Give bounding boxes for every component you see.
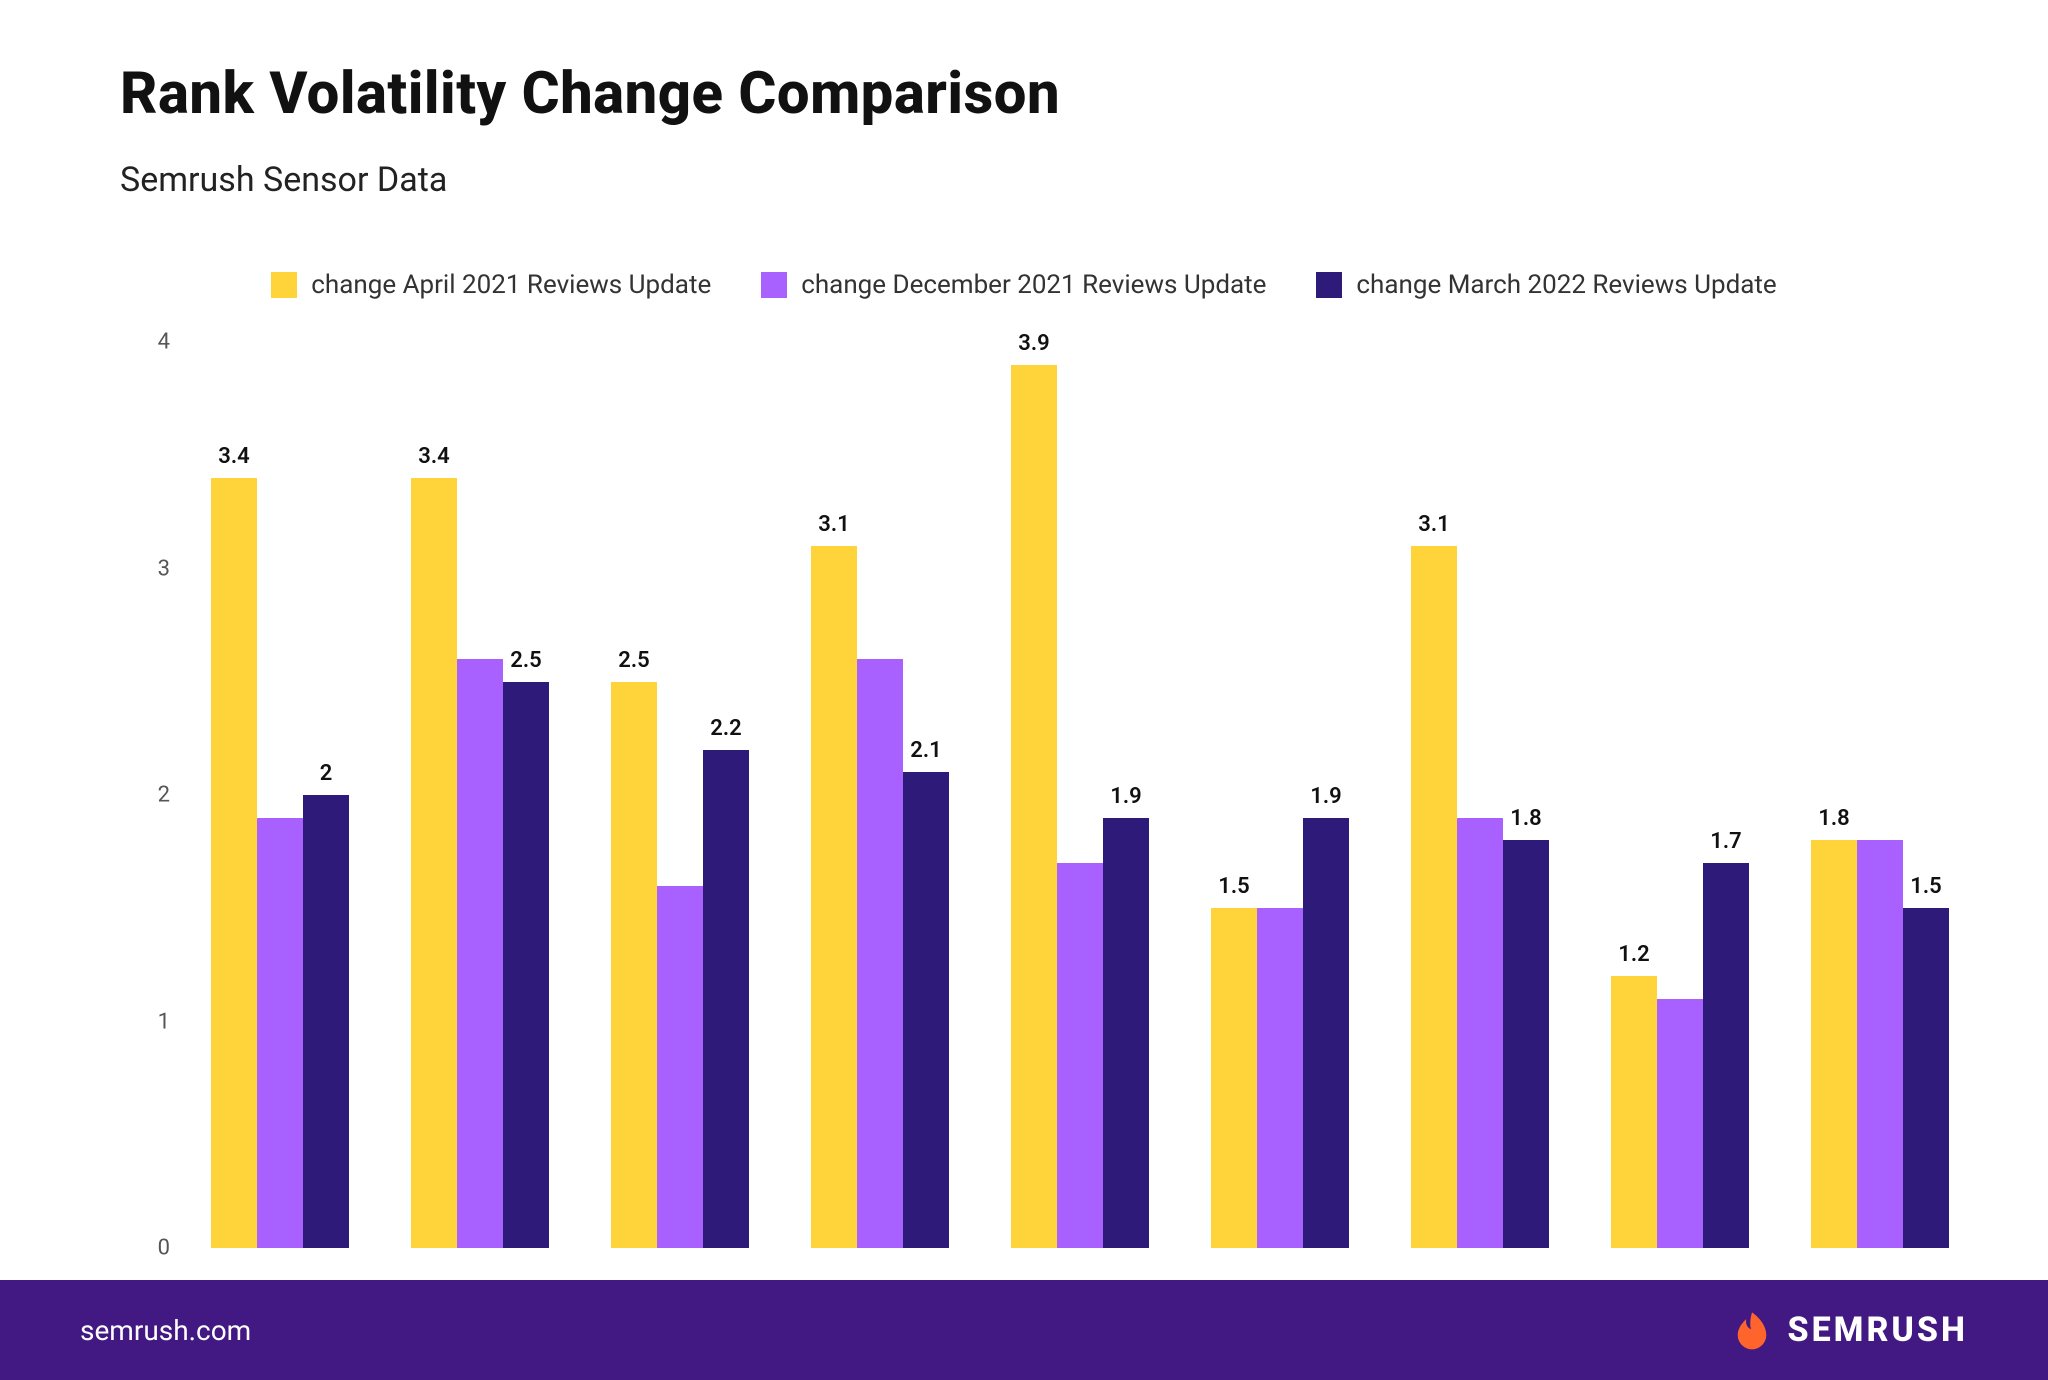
bar-value-label: 2.1	[910, 738, 941, 763]
bar-value-label: 1.9	[1310, 784, 1341, 809]
legend-item-1: change December 2021 Reviews Update	[761, 270, 1266, 300]
bar-group: 1.8 1.5	[1811, 342, 1949, 1248]
bar-series-0: 1.5	[1211, 908, 1257, 1248]
bar-series-0: 2.5	[611, 682, 657, 1248]
footer: semrush.com SEMRUSH	[0, 1280, 2048, 1380]
bar-value-label: 1.7	[1710, 829, 1741, 854]
bar-value-label: 1.8	[1818, 806, 1849, 831]
bar-series-2: 1.7	[1703, 863, 1749, 1248]
legend-label-1: change December 2021 Reviews Update	[801, 270, 1266, 300]
legend-swatch-2	[1316, 272, 1342, 298]
legend-label-2: change March 2022 Reviews Update	[1356, 270, 1776, 300]
bar-group: 3.1 2.1	[811, 342, 949, 1248]
bar-series-1	[257, 818, 303, 1248]
bar-value-label: 1.5	[1910, 874, 1941, 899]
bar-series-1	[457, 659, 503, 1248]
ytick-label: 0	[120, 1236, 170, 1261]
bar-group: 3.42	[211, 342, 349, 1248]
legend-swatch-1	[761, 272, 787, 298]
semrush-flame-icon	[1731, 1309, 1773, 1351]
bar-value-label: 3.1	[818, 512, 849, 537]
bar-group: 2.5 2.2	[611, 342, 749, 1248]
bar-value-label: 1.2	[1618, 942, 1649, 967]
bar-value-label: 3.4	[218, 444, 249, 469]
legend-item-2: change March 2022 Reviews Update	[1316, 270, 1776, 300]
bar-series-0: 1.2	[1611, 976, 1657, 1248]
bar-group: 3.9 1.9	[1011, 342, 1149, 1248]
brand: SEMRUSH	[1731, 1309, 1968, 1351]
bar-value-label: 1.8	[1510, 806, 1541, 831]
bar-value-label: 3.1	[1418, 512, 1449, 537]
bar-series-2: 2.2	[703, 750, 749, 1248]
bar-series-2: 1.5	[1903, 908, 1949, 1248]
bar-series-1	[1057, 863, 1103, 1248]
chart: 01234 3.423.42.52.52.23.12.13.91.91.51.9…	[120, 330, 1980, 1260]
brand-text: SEMRUSH	[1787, 1310, 1968, 1350]
page: Rank Volatility Change Comparison Semrus…	[0, 0, 2048, 1380]
bar-series-2: 2	[303, 795, 349, 1248]
bar-series-0: 3.1	[811, 546, 857, 1248]
bar-series-0: 3.9	[1011, 365, 1057, 1248]
legend: change April 2021 Reviews Update change …	[0, 270, 2048, 300]
bar-series-0: 3.4	[211, 478, 257, 1248]
bar-value-label: 2.5	[510, 648, 541, 673]
bar-series-2: 1.8	[1503, 840, 1549, 1248]
bar-series-0: 3.1	[1411, 546, 1457, 1248]
bar-group: 3.4 2.5	[411, 342, 549, 1248]
bar-value-label: 2	[320, 761, 333, 786]
bar-value-label: 1.9	[1110, 784, 1141, 809]
bar-series-2: 1.9	[1303, 818, 1349, 1248]
bar-group: 3.1 1.8	[1411, 342, 1549, 1248]
legend-label-0: change April 2021 Reviews Update	[311, 270, 711, 300]
bar-series-0: 3.4	[411, 478, 457, 1248]
bar-group: 1.2 1.7	[1611, 342, 1749, 1248]
ytick-label: 2	[120, 783, 170, 808]
ytick-label: 4	[120, 330, 170, 355]
bar-value-label: 1.5	[1218, 874, 1249, 899]
bar-series-2: 1.9	[1103, 818, 1149, 1248]
bar-group: 1.5 1.9	[1211, 342, 1349, 1248]
bar-value-label: 3.9	[1018, 331, 1049, 356]
bar-series-0: 1.8	[1811, 840, 1857, 1248]
chart-subtitle: Semrush Sensor Data	[120, 160, 447, 200]
bar-series-1	[1257, 908, 1303, 1248]
bar-series-1	[1857, 840, 1903, 1248]
bar-value-label: 2.5	[618, 648, 649, 673]
bar-series-1	[1457, 818, 1503, 1248]
bar-value-label: 2.2	[710, 716, 741, 741]
bar-series-1	[1657, 999, 1703, 1248]
bar-series-1	[857, 659, 903, 1248]
legend-swatch-0	[271, 272, 297, 298]
bar-value-label: 3.4	[418, 444, 449, 469]
ytick-label: 1	[120, 1009, 170, 1034]
legend-item-0: change April 2021 Reviews Update	[271, 270, 711, 300]
bar-series-1	[657, 886, 703, 1248]
ytick-label: 3	[120, 556, 170, 581]
plot-area: 3.423.42.52.52.23.12.13.91.91.51.93.11.8…	[180, 342, 1980, 1248]
bar-series-2: 2.5	[503, 682, 549, 1248]
footer-site: semrush.com	[80, 1314, 251, 1347]
chart-title: Rank Volatility Change Comparison	[120, 60, 1060, 128]
bar-series-2: 2.1	[903, 772, 949, 1248]
bars-row: 3.423.42.52.52.23.12.13.91.91.51.93.11.8…	[180, 342, 1980, 1248]
